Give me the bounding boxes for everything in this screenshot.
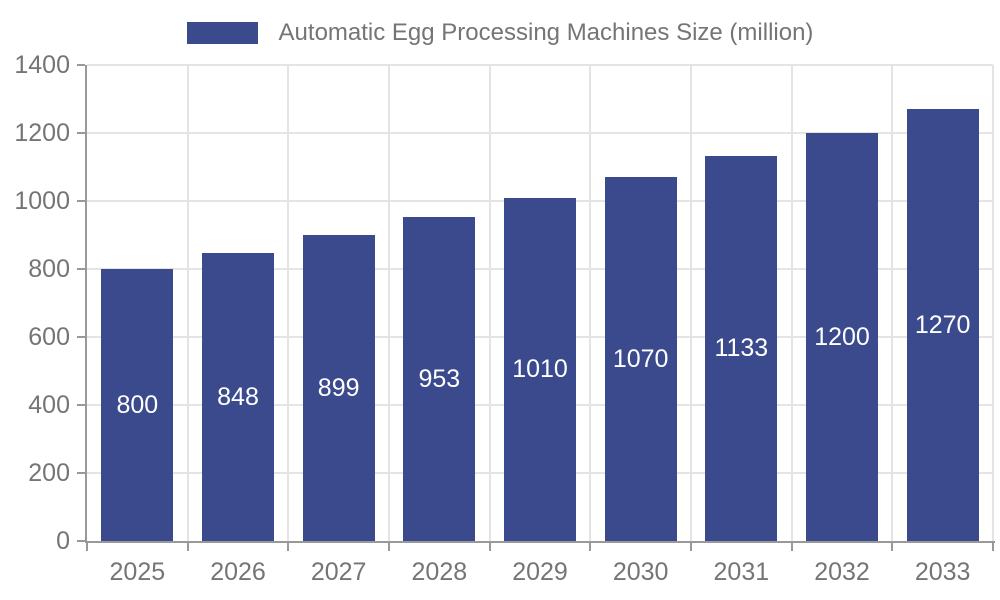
grid-line-vertical	[388, 65, 390, 541]
y-axis-label: 400	[28, 391, 70, 419]
y-axis-tick	[77, 404, 85, 406]
grid-line-vertical	[287, 65, 290, 541]
x-axis-label: 2033	[914, 558, 971, 586]
bar[interactable]: 899	[302, 235, 375, 541]
y-axis-tick	[77, 472, 85, 474]
bar-value-label: 1200	[814, 323, 870, 351]
y-axis-label: 600	[28, 323, 70, 351]
grid-line-vertical	[186, 65, 189, 541]
y-axis-tick	[77, 132, 85, 134]
bar[interactable]: 1070	[604, 177, 677, 541]
grid-line-horizontal	[87, 64, 993, 66]
y-axis-tick	[77, 268, 85, 270]
bar-value-label: 953	[418, 364, 461, 393]
grid-line-vertical	[488, 65, 491, 541]
plot-area: 800 848 899 953 1010 1070 1133 1200 1270	[87, 64, 994, 541]
x-axis-tick	[891, 543, 894, 551]
y-axis-label: 800	[28, 255, 70, 283]
x-axis-tick	[790, 543, 793, 551]
y-axis-tick	[77, 64, 85, 66]
x-axis-tick	[186, 543, 189, 551]
bar-value-label: 1010	[512, 355, 568, 384]
x-axis-label: 2031	[713, 558, 770, 586]
bar-value-label: 1270	[914, 311, 971, 340]
y-axis-tick	[77, 200, 85, 202]
bar[interactable]: 953	[403, 216, 476, 541]
bar[interactable]: 848	[202, 252, 274, 541]
x-axis-label: 2030	[612, 558, 669, 586]
bar-value-label: 848	[217, 382, 259, 411]
x-axis-tick	[287, 543, 290, 551]
bar-value-label: 899	[317, 374, 360, 403]
y-axis-label: 200	[28, 459, 70, 487]
bar[interactable]: 1133	[705, 155, 778, 541]
x-axis-label: 2029	[512, 558, 568, 586]
grid-line-vertical	[891, 65, 894, 541]
x-axis-label: 2025	[109, 558, 166, 586]
x-axis-tick	[992, 543, 994, 551]
legend-swatch	[186, 22, 258, 44]
y-axis-tick	[77, 540, 85, 542]
x-axis-tick	[589, 543, 592, 551]
y-axis-label: 1200	[14, 119, 70, 147]
y-axis-label: 0	[56, 527, 70, 555]
grid-line-horizontal	[87, 132, 993, 134]
bar[interactable]: 1200	[806, 133, 878, 541]
grid-line-vertical	[790, 65, 793, 541]
bar-value-label: 800	[116, 391, 159, 419]
legend[interactable]: Automatic Egg Processing Machines Size (…	[0, 20, 1000, 46]
bar-value-label: 1070	[612, 345, 669, 374]
x-axis-line	[85, 541, 995, 543]
y-axis-line	[85, 65, 87, 543]
bar[interactable]: 1010	[504, 197, 576, 541]
x-axis-tick	[388, 543, 390, 551]
y-axis-tick	[77, 336, 85, 338]
y-axis-label: 1400	[14, 51, 70, 79]
x-axis-tick	[690, 543, 692, 551]
legend-label: Automatic Egg Processing Machines Size (…	[278, 19, 814, 46]
bar-value-label: 1133	[714, 334, 769, 363]
x-axis-tick	[86, 543, 88, 551]
y-axis-label: 1000	[14, 187, 70, 215]
x-axis-label: 2028	[411, 558, 468, 586]
x-axis-tick	[488, 543, 491, 551]
grid-line-vertical	[992, 65, 994, 541]
x-axis-label: 2026	[210, 558, 266, 586]
x-axis-label: 2032	[814, 558, 870, 586]
bar[interactable]: 1270	[906, 109, 979, 541]
bar[interactable]: 800	[101, 269, 174, 541]
grid-line-vertical	[589, 65, 592, 541]
x-axis-label: 2027	[310, 558, 367, 586]
grid-line-vertical	[690, 65, 692, 541]
